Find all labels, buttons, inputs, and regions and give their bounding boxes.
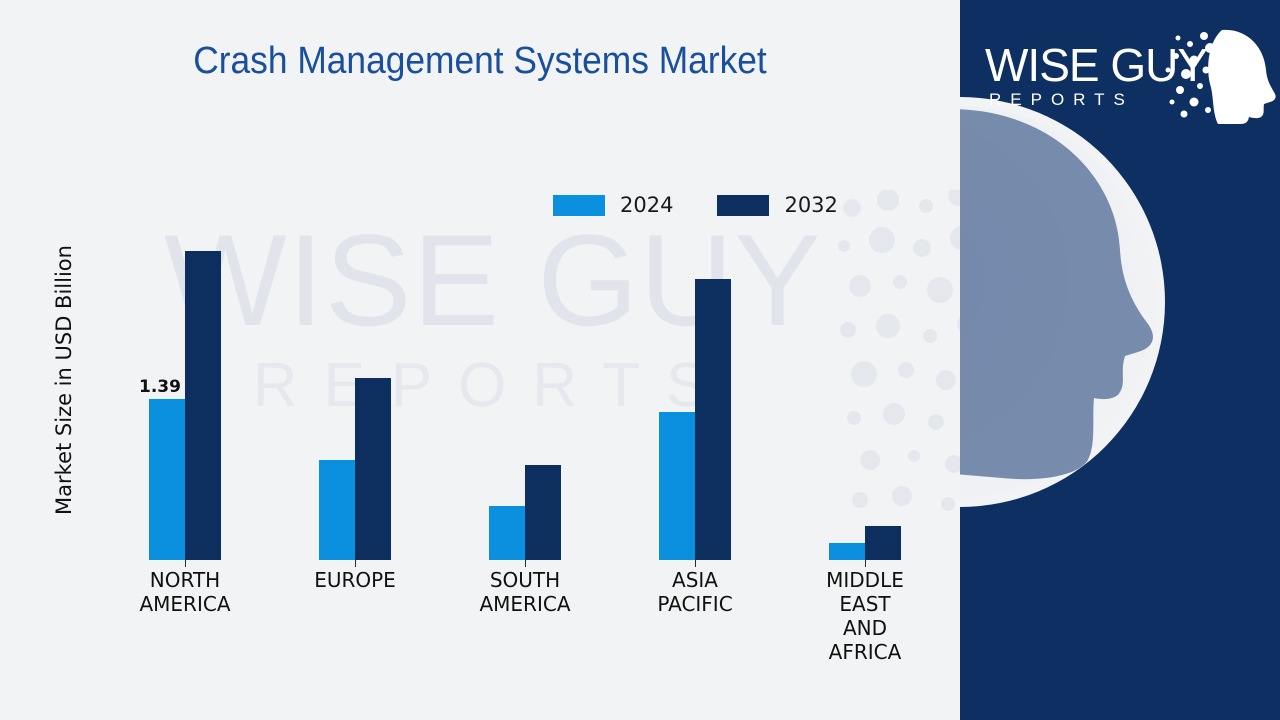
logo-head-icon	[1165, 29, 1276, 124]
legend-label-2032: 2032	[784, 193, 838, 217]
chart-title: Crash Management Systems Market	[193, 40, 767, 82]
bar-2032-north-america[interactable]	[185, 251, 221, 560]
logo-wiseguy-text: WISE GUY	[985, 39, 1208, 91]
x-axis-label-line: ASIA	[672, 568, 718, 592]
x-axis-label-middle-east-and-africa: MIDDLE EAST AND AFRICA	[775, 568, 955, 664]
bar-2032-europe[interactable]	[355, 378, 391, 560]
x-axis-label-line: MIDDLE	[826, 568, 904, 592]
bar-2024-south-america[interactable]	[489, 506, 525, 560]
x-axis-label-line: EUROPE	[314, 568, 396, 592]
bar-2024-asia-pacific[interactable]	[659, 412, 695, 560]
x-axis-label-line: NORTH	[149, 568, 221, 592]
bar-2024-north-america[interactable]	[149, 399, 185, 560]
bar-2032-asia-pacific[interactable]	[695, 279, 731, 560]
bar-2024-europe[interactable]	[319, 460, 355, 560]
legend-item-2032[interactable]: 2032	[717, 193, 838, 217]
x-axis-tick	[865, 560, 866, 567]
logo-reports-text: REPORTS	[989, 90, 1134, 109]
x-axis-tick	[695, 560, 696, 567]
legend-label-2024: 2024	[620, 193, 674, 217]
x-axis-label-europe: EUROPE	[265, 568, 445, 592]
x-axis-label-asia-pacific: ASIA PACIFIC	[605, 568, 785, 616]
x-axis-tick	[185, 560, 186, 567]
chart-legend: 2024 2032	[553, 193, 838, 217]
x-axis-label-line: EAST	[839, 592, 891, 616]
brand-panel	[960, 0, 1280, 720]
bar-2032-middle-east-and-africa[interactable]	[865, 526, 901, 560]
plot-area: Market Size in USD Billion 1.39 NORTH AMER…	[52, 245, 955, 664]
legend-swatch-2032	[717, 194, 770, 216]
x-axis-label-north-america: NORTH AMERICA	[95, 568, 275, 616]
x-axis-label-south-america: SOUTH AMERICA	[435, 568, 615, 616]
face-profile-silhouette	[960, 109, 1153, 480]
x-axis-label-line: AMERICA	[139, 592, 231, 616]
legend-item-2024[interactable]: 2024	[553, 193, 673, 217]
x-axis-label-line: AFRICA	[828, 640, 902, 664]
x-axis-label-line: AMERICA	[479, 592, 571, 616]
bar-2032-south-america[interactable]	[525, 465, 561, 560]
bar-value-label: 1.39	[139, 377, 181, 397]
bar-2024-middle-east-and-africa[interactable]	[829, 543, 865, 560]
brand-logo: WISE GUY REPORTS	[985, 29, 1276, 124]
x-axis-label-line: SOUTH	[489, 568, 561, 592]
bars-layer: 1.39 NORTH AMERICA EUROPE SOUTH AMERICA ASIA PA…	[95, 251, 955, 664]
x-axis-tick	[525, 560, 526, 567]
x-axis-label-line: PACIFIC	[657, 592, 733, 616]
x-axis-label-line: AND	[842, 616, 888, 640]
legend-swatch-2024	[553, 194, 605, 216]
x-axis-tick	[355, 560, 356, 567]
